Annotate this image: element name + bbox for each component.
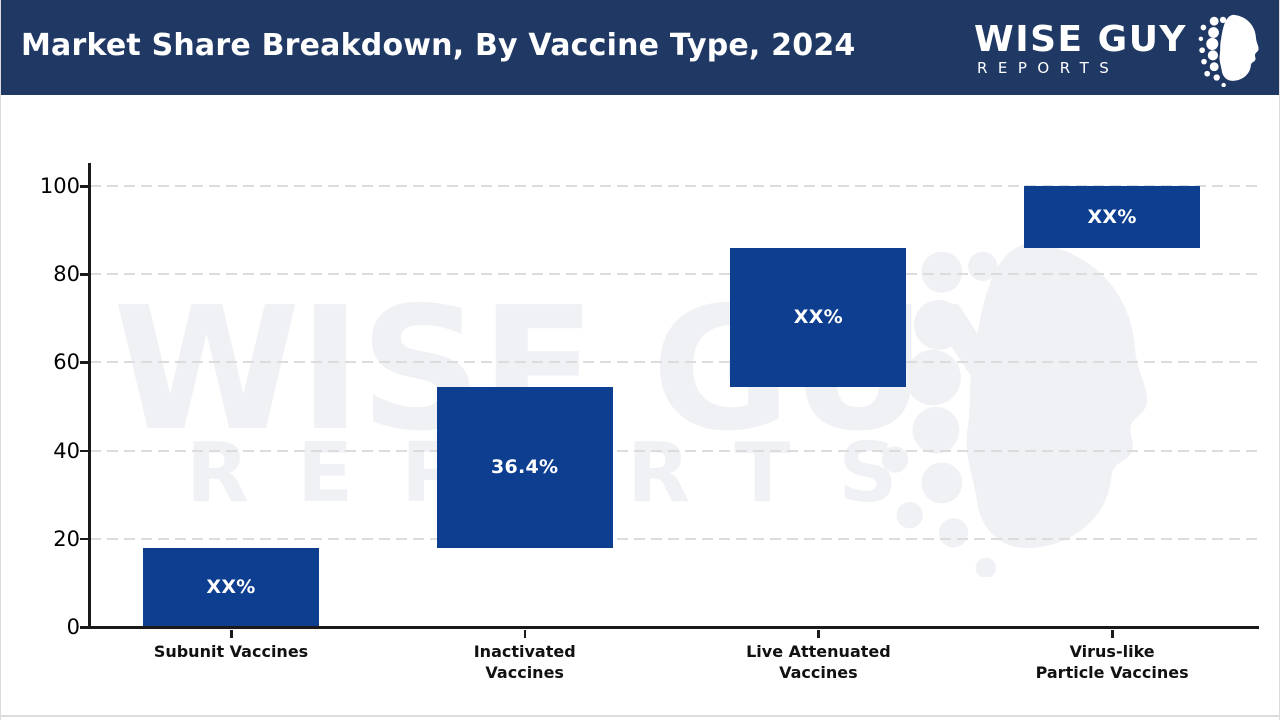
bar-4: XX%	[1024, 186, 1201, 248]
gridline-80	[90, 273, 1259, 276]
brand-logo: WISE GUY REPORTS	[974, 10, 1265, 88]
bar-2: 36.4%	[436, 387, 613, 548]
x-category-label-line: Particle Vaccines	[1035, 663, 1189, 682]
x-category-label-line: Inactivated	[473, 642, 576, 661]
brand-head-icon	[1198, 14, 1259, 87]
gridline-60	[90, 361, 1259, 364]
y-tick-label-0: 0	[66, 615, 80, 639]
brand-logo-text: WISE GUY REPORTS	[973, 19, 1187, 78]
x-tick-1	[230, 630, 233, 638]
x-tick-4	[1111, 630, 1114, 638]
x-tick-3	[817, 630, 820, 638]
x-category-label-4: Virus-like Particle Vaccines	[967, 641, 1257, 683]
bar-value-label: XX%	[1087, 205, 1137, 228]
y-tick-20	[80, 537, 89, 541]
y-tick-60	[80, 361, 89, 364]
gridline-100	[90, 185, 1259, 187]
x-category-label-line: Vaccines	[779, 663, 858, 682]
bottom-divider	[1, 715, 1279, 717]
x-tick-2	[523, 630, 527, 638]
x-category-label-line: Virus-like	[1069, 642, 1155, 661]
x-category-label-line: Live Attenuated	[746, 642, 891, 661]
gridline-20	[90, 537, 1259, 540]
page-title: Market Share Breakdown, By Vaccine Type,…	[21, 28, 856, 63]
y-tick-40	[80, 449, 89, 453]
bar-value-label: 36.4%	[490, 456, 559, 479]
y-tick-label-20: 20	[53, 526, 80, 551]
y-tick-0	[80, 626, 89, 629]
bar-1: XX%	[143, 547, 319, 627]
bar-value-label: XX%	[206, 576, 256, 599]
y-tick-label-60: 60	[53, 350, 80, 375]
bar-value-label: XX%	[793, 306, 844, 329]
y-tick-label-80: 80	[53, 262, 80, 287]
x-category-label-2: Inactivated Vaccines	[380, 641, 670, 683]
y-tick-label-100: 100	[39, 174, 80, 198]
x-category-label-1: Subunit Vaccines	[86, 641, 376, 662]
brand-wordmark: WISE GUY	[973, 19, 1187, 60]
x-category-label-line: Subunit Vaccines	[153, 642, 309, 661]
y-tick-80	[80, 273, 89, 276]
y-tick-100	[80, 185, 89, 188]
y-axis-line	[88, 163, 91, 629]
gridline-40	[90, 449, 1259, 452]
x-category-label-line: Vaccines	[485, 663, 564, 682]
chart-area: WISE GUY REPORTS 020406080100XX%Subunit …	[1, 95, 1279, 718]
header-bar: Market Share Breakdown, By Vaccine Type,…	[1, 0, 1279, 95]
bar-3: XX%	[730, 247, 907, 388]
y-tick-label-40: 40	[53, 438, 80, 463]
x-axis-line	[88, 626, 1259, 629]
brand-subtext: REPORTS	[976, 59, 1120, 77]
x-category-label-3: Live Attenuated Vaccines	[673, 641, 963, 683]
